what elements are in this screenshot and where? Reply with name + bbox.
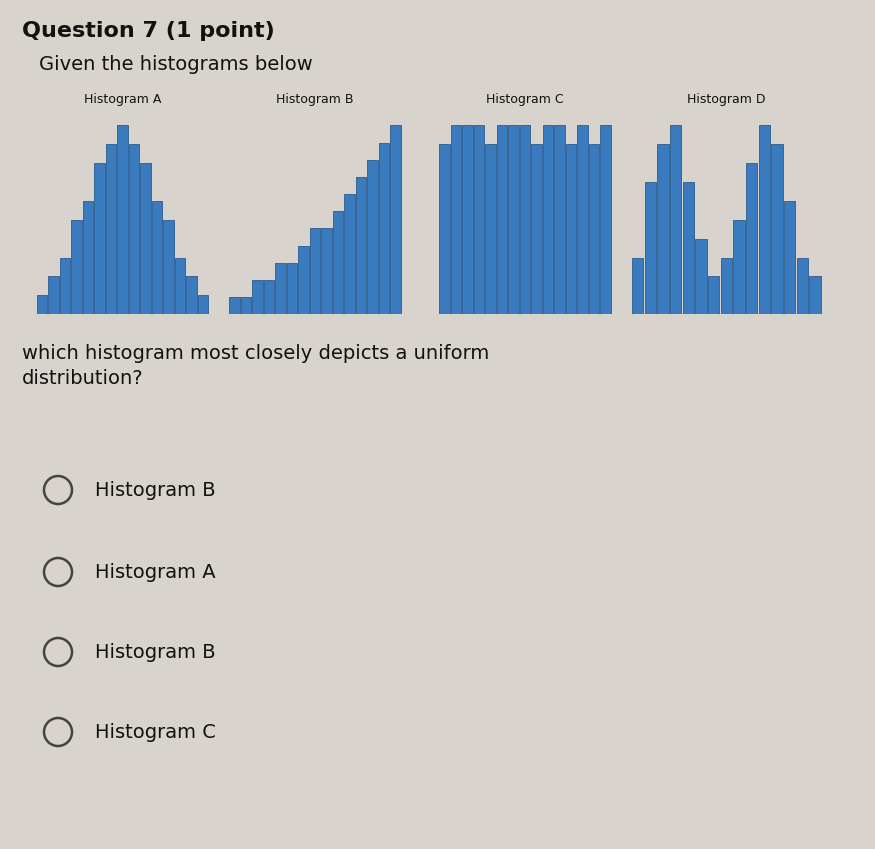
Bar [37, 295, 47, 314]
Bar [670, 126, 682, 314]
Bar [198, 295, 208, 314]
Bar [508, 126, 519, 314]
Bar [229, 297, 240, 314]
Bar [486, 144, 495, 314]
Bar [657, 144, 668, 314]
Bar [578, 126, 588, 314]
Bar [175, 257, 186, 314]
Text: Histogram A: Histogram A [95, 563, 215, 582]
Bar [796, 257, 808, 314]
Bar [368, 160, 378, 314]
Bar [682, 182, 694, 314]
Bar [589, 144, 599, 314]
Bar [117, 126, 128, 314]
Bar [276, 262, 285, 314]
Bar [106, 144, 116, 314]
Text: Histogram A: Histogram A [84, 93, 161, 106]
Bar [390, 126, 401, 314]
Bar [696, 239, 707, 314]
Bar [451, 126, 461, 314]
Text: Histogram B: Histogram B [95, 481, 215, 499]
Bar [48, 277, 59, 314]
Bar [520, 126, 530, 314]
Bar [759, 126, 770, 314]
Bar [439, 144, 450, 314]
Bar [733, 220, 745, 314]
Text: which histogram most closely depicts a uniform
distribution?: which histogram most closely depicts a u… [22, 344, 489, 388]
Text: Histogram C: Histogram C [487, 93, 564, 106]
Bar [345, 194, 354, 314]
Bar [379, 143, 389, 314]
Bar [542, 126, 553, 314]
Bar [809, 277, 821, 314]
Bar [310, 228, 320, 314]
Bar [645, 182, 656, 314]
Bar [71, 220, 81, 314]
Bar [321, 228, 332, 314]
Bar [152, 201, 162, 314]
Bar [94, 163, 105, 314]
Bar [771, 144, 782, 314]
Bar [164, 220, 174, 314]
Bar [566, 144, 577, 314]
Bar [746, 163, 757, 314]
Text: Given the histograms below: Given the histograms below [39, 55, 313, 74]
Bar [497, 126, 507, 314]
Bar [83, 201, 93, 314]
Text: Histogram C: Histogram C [95, 722, 216, 741]
Bar [462, 126, 472, 314]
Bar [186, 277, 197, 314]
Bar [287, 262, 298, 314]
Bar [129, 144, 139, 314]
Text: Histogram B: Histogram B [95, 643, 215, 661]
Text: Histogram D: Histogram D [687, 93, 766, 106]
Text: Question 7 (1 point): Question 7 (1 point) [22, 21, 275, 42]
Bar [473, 126, 484, 314]
Bar [140, 163, 150, 314]
Text: Histogram B: Histogram B [276, 93, 354, 106]
Bar [241, 297, 251, 314]
Bar [298, 245, 309, 314]
Bar [531, 144, 542, 314]
Bar [632, 257, 643, 314]
Bar [356, 177, 367, 314]
Bar [555, 126, 564, 314]
Bar [252, 280, 262, 314]
Bar [332, 211, 343, 314]
Bar [784, 201, 795, 314]
Bar [708, 277, 719, 314]
Bar [720, 257, 732, 314]
Bar [263, 280, 274, 314]
Bar [600, 126, 611, 314]
Bar [60, 257, 70, 314]
